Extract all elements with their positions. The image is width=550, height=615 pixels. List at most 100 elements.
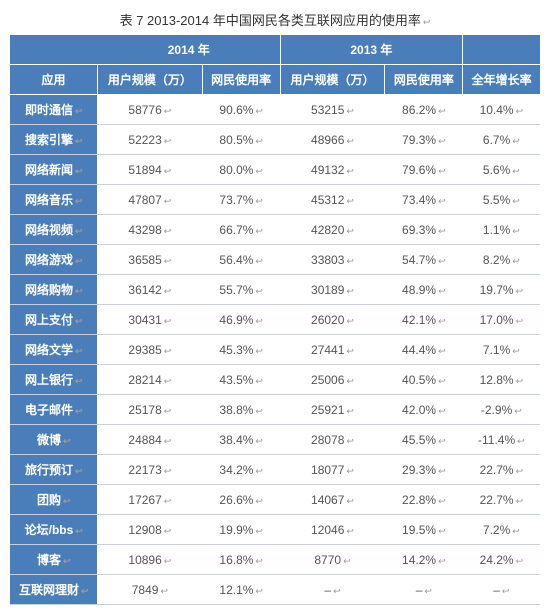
row-cell: 14067 bbox=[280, 485, 385, 515]
row-app-label: 网络游戏 bbox=[10, 245, 97, 275]
row-cell: 44.4% bbox=[385, 335, 463, 365]
row-cell: 51894 bbox=[97, 155, 202, 185]
row-cell: 12046 bbox=[280, 515, 385, 545]
row-cell: 40.5% bbox=[385, 365, 463, 395]
row-cell: 46.9% bbox=[202, 305, 280, 335]
table-body: 即时通信5877690.6%5321586.2%10.4%搜索引擎5222380… bbox=[10, 95, 540, 605]
header-blank2 bbox=[463, 35, 540, 65]
row-cell: 90.6% bbox=[202, 95, 280, 125]
row-cell: 80.5% bbox=[202, 125, 280, 155]
row-app-label: 博客 bbox=[10, 545, 97, 575]
row-cell: 58776 bbox=[97, 95, 202, 125]
row-cell: 12.8% bbox=[463, 365, 540, 395]
row-cell: 7.1% bbox=[463, 335, 540, 365]
row-cell: 79.6% bbox=[385, 155, 463, 185]
row-cell: 22.7% bbox=[463, 455, 540, 485]
table-row: 网络购物3614255.7%3018948.9%19.7% bbox=[10, 275, 540, 305]
row-cell: 7.2% bbox=[463, 515, 540, 545]
table-row: 互联网理财784912.1%––– bbox=[10, 575, 540, 605]
col-rate-2013: 网民使用率 bbox=[385, 65, 463, 95]
table-row: 网络音乐4780773.7%4531273.4%5.5% bbox=[10, 185, 540, 215]
row-app-label: 搜索引擎 bbox=[10, 125, 97, 155]
table-row: 即时通信5877690.6%5321586.2%10.4% bbox=[10, 95, 540, 125]
table-row: 网上银行2821443.5%2500640.5%12.8% bbox=[10, 365, 540, 395]
row-cell: -11.4% bbox=[463, 425, 540, 455]
row-app-label: 即时通信 bbox=[10, 95, 97, 125]
row-cell: 36585 bbox=[97, 245, 202, 275]
row-cell: 43.5% bbox=[202, 365, 280, 395]
row-cell: 22.8% bbox=[385, 485, 463, 515]
table-row: 网络游戏3658556.4%3380354.7%8.2% bbox=[10, 245, 540, 275]
col-rate-2014: 网民使用率 bbox=[202, 65, 280, 95]
row-cell: 30189 bbox=[280, 275, 385, 305]
row-cell: 26.6% bbox=[202, 485, 280, 515]
row-cell: 30431 bbox=[97, 305, 202, 335]
row-cell: 66.7% bbox=[202, 215, 280, 245]
row-cell: 33803 bbox=[280, 245, 385, 275]
row-cell: 52223 bbox=[97, 125, 202, 155]
row-app-label: 网络视频 bbox=[10, 215, 97, 245]
row-cell: 38.4% bbox=[202, 425, 280, 455]
row-cell: 54.7% bbox=[385, 245, 463, 275]
row-cell: 10.4% bbox=[463, 95, 540, 125]
row-cell: 5.6% bbox=[463, 155, 540, 185]
row-cell: 45.5% bbox=[385, 425, 463, 455]
row-cell: 29385 bbox=[97, 335, 202, 365]
row-cell: 69.3% bbox=[385, 215, 463, 245]
row-cell: 34.2% bbox=[202, 455, 280, 485]
row-cell: 22.7% bbox=[463, 485, 540, 515]
row-cell: 38.8% bbox=[202, 395, 280, 425]
row-app-label: 网络购物 bbox=[10, 275, 97, 305]
row-cell: 16.8% bbox=[202, 545, 280, 575]
row-cell: 1.1% bbox=[463, 215, 540, 245]
row-cell: 22173 bbox=[97, 455, 202, 485]
col-app: 应用 bbox=[10, 65, 97, 95]
row-cell: 17.0% bbox=[463, 305, 540, 335]
table-row: 搜索引擎5222380.5%4896679.3%6.7% bbox=[10, 125, 540, 155]
col-growth: 全年增长率 bbox=[463, 65, 540, 95]
row-cell: 10896 bbox=[97, 545, 202, 575]
row-cell: 29.3% bbox=[385, 455, 463, 485]
row-cell: 36142 bbox=[97, 275, 202, 305]
row-cell: 45312 bbox=[280, 185, 385, 215]
col-users-2014: 用户规模（万） bbox=[97, 65, 202, 95]
header-blank bbox=[10, 35, 97, 65]
row-cell: 24884 bbox=[97, 425, 202, 455]
row-cell: 19.5% bbox=[385, 515, 463, 545]
row-cell: 6.7% bbox=[463, 125, 540, 155]
row-cell: 48966 bbox=[280, 125, 385, 155]
row-app-label: 网上支付 bbox=[10, 305, 97, 335]
row-cell: 47807 bbox=[97, 185, 202, 215]
row-app-label: 电子邮件 bbox=[10, 395, 97, 425]
row-app-label: 网上银行 bbox=[10, 365, 97, 395]
table-row: 微博2488438.4%2807845.5%-11.4% bbox=[10, 425, 540, 455]
row-cell: 86.2% bbox=[385, 95, 463, 125]
row-cell: 14.2% bbox=[385, 545, 463, 575]
row-app-label: 网络新闻 bbox=[10, 155, 97, 185]
usage-table: 2014 年 2013 年 应用 用户规模（万） 网民使用率 用户规模（万） 网… bbox=[10, 35, 540, 605]
col-users-2013: 用户规模（万） bbox=[280, 65, 385, 95]
row-cell: 55.7% bbox=[202, 275, 280, 305]
row-cell: 48.9% bbox=[385, 275, 463, 305]
table-header: 2014 年 2013 年 应用 用户规模（万） 网民使用率 用户规模（万） 网… bbox=[10, 35, 540, 95]
row-cell: 56.4% bbox=[202, 245, 280, 275]
row-cell: 80.0% bbox=[202, 155, 280, 185]
row-cell: 24.2% bbox=[463, 545, 540, 575]
row-cell: 49132 bbox=[280, 155, 385, 185]
table-row: 旅行预订2217334.2%1807729.3%22.7% bbox=[10, 455, 540, 485]
row-cell: – bbox=[280, 575, 385, 605]
row-cell: 8.2% bbox=[463, 245, 540, 275]
row-cell: 12.1% bbox=[202, 575, 280, 605]
row-app-label: 网络文学 bbox=[10, 335, 97, 365]
row-cell: 45.3% bbox=[202, 335, 280, 365]
row-cell: 25921 bbox=[280, 395, 385, 425]
row-cell: 17267 bbox=[97, 485, 202, 515]
table-row: 团购1726726.6%1406722.8%22.7% bbox=[10, 485, 540, 515]
row-cell: 27441 bbox=[280, 335, 385, 365]
row-cell: 26020 bbox=[280, 305, 385, 335]
header-2014: 2014 年 bbox=[97, 35, 280, 65]
row-cell: 12908 bbox=[97, 515, 202, 545]
row-app-label: 微博 bbox=[10, 425, 97, 455]
row-cell: 43298 bbox=[97, 215, 202, 245]
table-row: 网络新闻5189480.0%4913279.6%5.6% bbox=[10, 155, 540, 185]
